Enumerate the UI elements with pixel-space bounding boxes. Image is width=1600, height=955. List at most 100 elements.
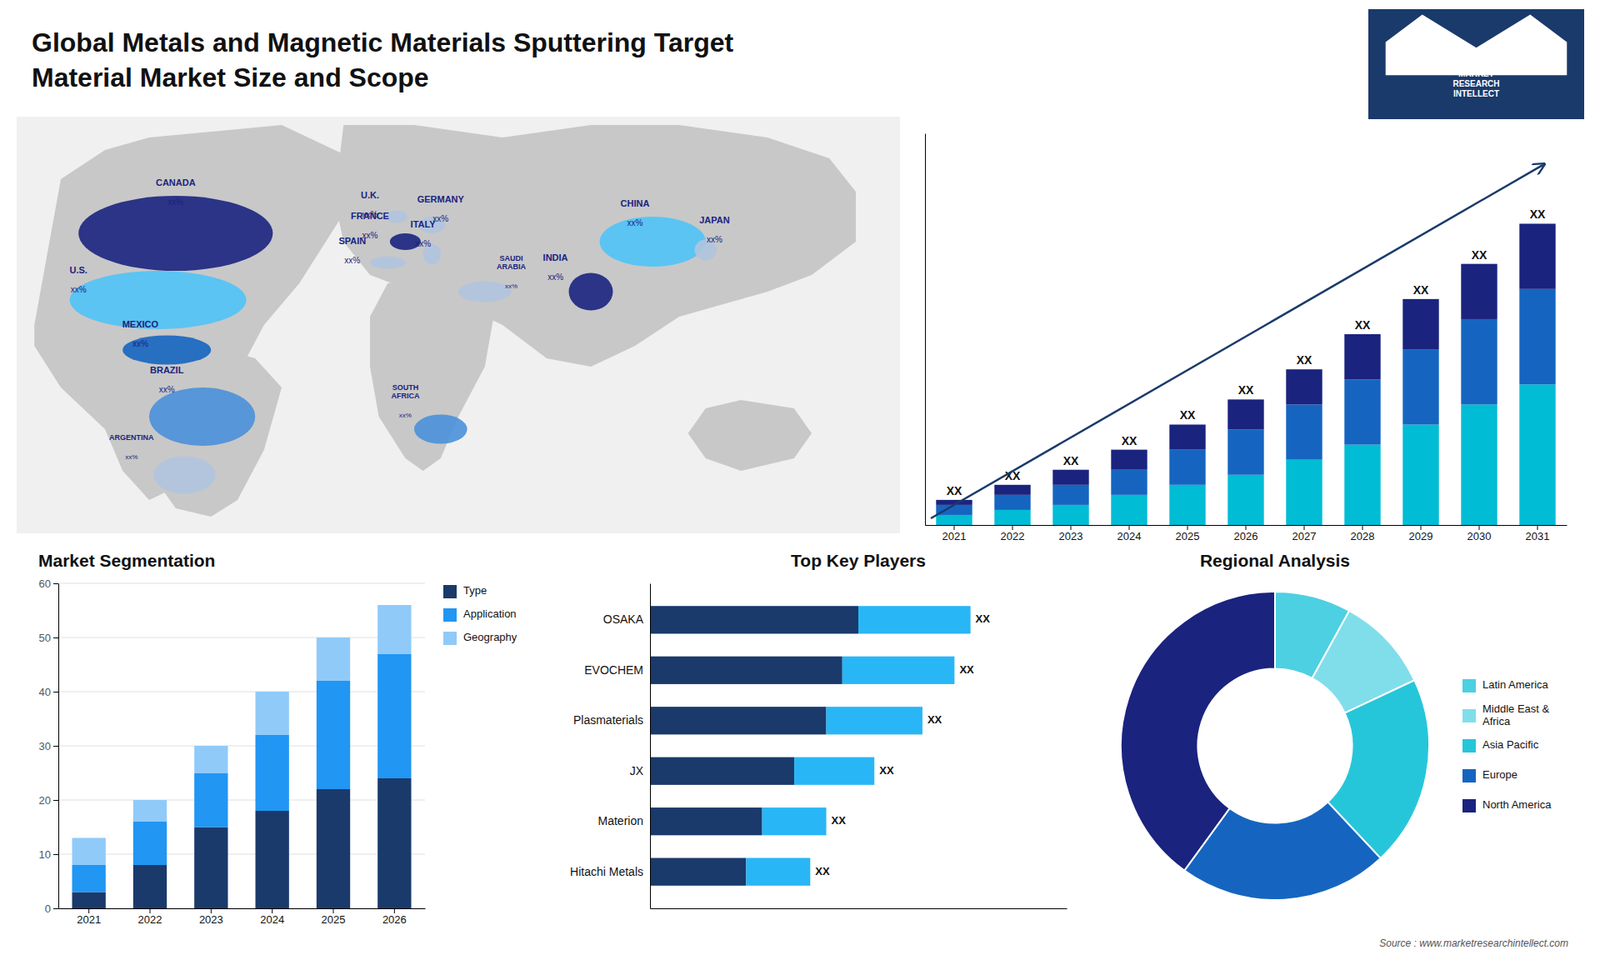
tick-mark [954, 525, 955, 530]
tick-label: OSAKA [603, 612, 645, 626]
axis-line [59, 908, 426, 910]
region-value: xx% [70, 285, 87, 295]
tick-label: 2023 [199, 913, 224, 926]
tick: 40 [39, 685, 59, 699]
bar [1460, 319, 1497, 405]
tick: JX [630, 764, 650, 778]
tick: 10 [39, 848, 59, 861]
legend-swatch [1462, 739, 1476, 753]
tick-label: 2023 [1059, 530, 1084, 543]
legend-swatch [1462, 709, 1476, 723]
bar [1402, 424, 1439, 525]
tick: 2029 [1409, 525, 1434, 543]
bar [1344, 379, 1380, 445]
axis-line [925, 134, 926, 526]
tick-mark [333, 908, 335, 914]
legend-swatch [443, 631, 457, 645]
tick-mark [210, 908, 212, 914]
bar [133, 800, 167, 822]
legend-label: Application [463, 607, 517, 620]
tick-label: 50 [39, 631, 51, 645]
data-label: XX [1238, 383, 1255, 397]
slice [1120, 591, 1275, 871]
tick: 2025 [1175, 525, 1200, 543]
data-label: XX [1121, 434, 1138, 448]
tick-label: 2029 [1409, 530, 1434, 543]
bar [650, 858, 746, 886]
legend-label: Europe [1482, 768, 1518, 781]
bar [1110, 470, 1147, 495]
region-value: xx% [706, 235, 723, 245]
tick-mark [53, 583, 59, 585]
region-label: GERMANY [417, 194, 465, 205]
region-label: INDIA [543, 252, 569, 263]
bar [994, 495, 1030, 510]
bar [72, 892, 106, 910]
chart-title: Regional Analysis [1200, 550, 1350, 570]
tick: 50 [39, 631, 59, 645]
logo-text: MARKETRESEARCHINTELLECT [1452, 69, 1500, 99]
legend-swatch [1462, 799, 1476, 813]
region [600, 216, 706, 267]
bars [72, 605, 412, 909]
region [569, 273, 614, 311]
continent [140, 345, 282, 517]
region-value: xx% [399, 411, 412, 420]
tick-mark [1362, 525, 1364, 530]
tick-mark [1187, 525, 1189, 530]
bar [316, 637, 350, 681]
bar [1285, 369, 1322, 405]
region-label: ARGENTINA [109, 433, 155, 442]
bar [745, 858, 810, 886]
tick-label: 0 [45, 902, 51, 915]
tick-mark [1420, 525, 1422, 530]
tick-mark [394, 908, 395, 914]
region-label: JAPAN [699, 215, 730, 225]
region-label: ITALY [410, 219, 437, 230]
grid-line [58, 854, 425, 855]
bar [650, 605, 859, 634]
tick-label: 2026 [382, 913, 407, 926]
data-label: XX [1355, 318, 1371, 332]
tick-mark [1012, 525, 1014, 530]
tick: 2028 [1350, 525, 1375, 543]
tick-label: JX [630, 764, 645, 778]
bar [650, 757, 795, 785]
grid [58, 583, 425, 909]
tick-mark [88, 908, 90, 914]
legend: TypeApplicationGeography [443, 584, 518, 645]
region-label: SOUTHAFRICA [390, 383, 420, 400]
region-value: xx% [132, 339, 149, 349]
data-label: XX [959, 663, 975, 676]
tick-mark [53, 691, 59, 693]
tick-mark [53, 745, 59, 747]
bar [858, 605, 971, 634]
chart-title: Market Segmentation [38, 550, 215, 570]
bar [316, 680, 350, 790]
bar [935, 515, 972, 525]
logo-mark [1385, 15, 1568, 76]
axis [925, 134, 926, 526]
bar [1402, 349, 1439, 425]
bar [1519, 384, 1555, 525]
bar [1227, 430, 1264, 475]
tick-label: 2022 [1000, 530, 1025, 543]
tick-label: 20 [39, 794, 51, 807]
axis-line [58, 584, 60, 910]
tick-label: 30 [39, 740, 51, 753]
bar [1460, 264, 1497, 320]
region-value: xx% [547, 272, 564, 282]
axis: 2021202220232024202520262027202820292030… [925, 525, 1568, 543]
bar [1110, 495, 1147, 525]
tick-mark [53, 908, 59, 910]
tick-label: 2025 [321, 913, 346, 926]
legend-swatch [1462, 769, 1476, 783]
tick: 2027 [1292, 525, 1317, 543]
data-label: XX [1471, 248, 1488, 262]
tick: 2024 [1117, 525, 1142, 543]
tick: 2022 [1000, 525, 1025, 543]
bar [650, 656, 843, 685]
tick: 2030 [1467, 525, 1492, 543]
tick-label: 10 [39, 848, 51, 861]
bar [1052, 485, 1089, 505]
